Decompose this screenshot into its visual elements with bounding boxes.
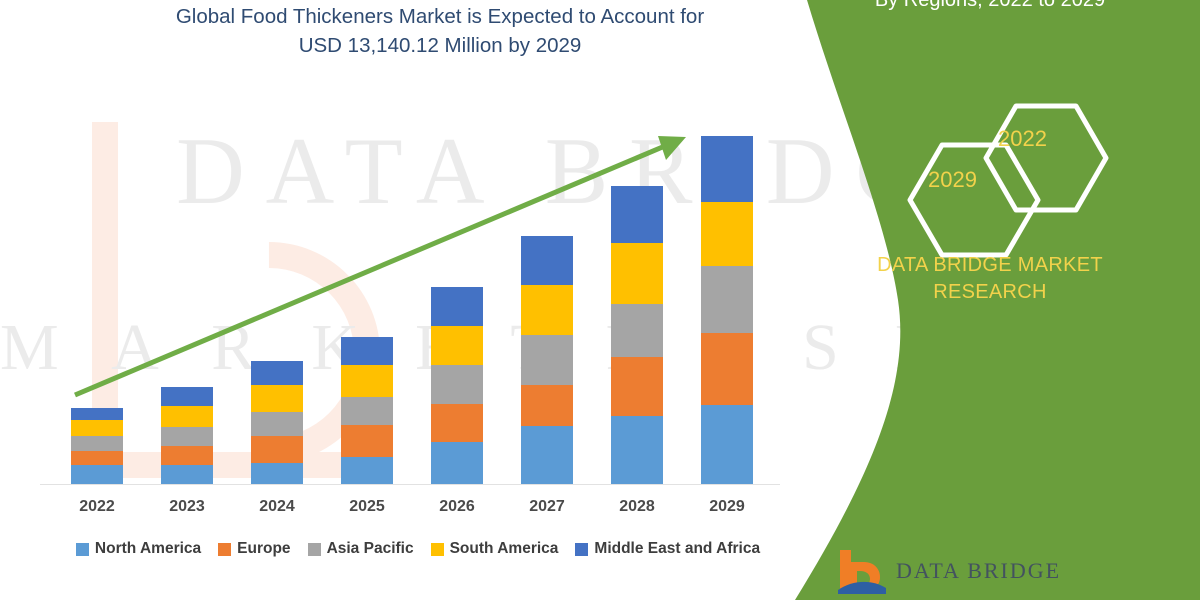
bar-segment — [431, 404, 483, 442]
bar-segment — [521, 235, 573, 285]
bar-segment — [701, 266, 753, 334]
legend-label: Europe — [237, 540, 291, 557]
bar-segment — [701, 201, 753, 267]
chart-title: Global Food Thickeners Market is Expecte… — [70, 2, 810, 60]
x-axis-label: 2028 — [619, 498, 655, 515]
databridge-logo-mark — [838, 550, 886, 594]
panel-title-line2: By Regions, 2022 to 2029 — [874, 0, 1106, 11]
x-axis-labels: 2022 2023 2024 2025 2026 2027 2028 2029 — [0, 498, 810, 522]
legend-swatch — [575, 542, 589, 556]
legend-item[interactable]: Middle East and Africa — [575, 540, 760, 558]
legend-label: North America — [94, 540, 202, 557]
bar-segment — [71, 450, 123, 466]
bar-group — [431, 287, 483, 484]
bar-group — [161, 386, 213, 484]
bar-segment — [341, 424, 393, 457]
legend-item[interactable]: Europe — [218, 540, 291, 558]
legend-swatch — [430, 542, 444, 556]
bar-segment — [521, 284, 573, 336]
bar-segment — [161, 465, 213, 484]
legend-label: South America — [449, 540, 559, 557]
brand-line1: DATA BRIDGE MARKET — [877, 254, 1103, 276]
bar-segment — [251, 462, 303, 484]
bar-segment — [611, 186, 663, 243]
right-green-panel: By Regions, 2022 to 2029 2029 2022 DATA … — [780, 0, 1200, 600]
bar-segment — [71, 408, 123, 421]
bar-segment — [701, 333, 753, 406]
legend-swatch — [307, 542, 321, 556]
bar-segment — [521, 426, 573, 484]
x-axis-label: 2024 — [259, 498, 295, 515]
bar-segment — [251, 436, 303, 463]
bar-segment — [521, 335, 573, 385]
bar-segment — [431, 325, 483, 366]
chart-title-line2: USD 13,140.12 Million by 2029 — [298, 34, 582, 57]
bar-segment — [701, 136, 753, 202]
databridge-logo: DATA BRIDGE — [838, 548, 1061, 594]
bar-segment — [161, 386, 213, 407]
bar-segment — [431, 441, 483, 484]
bar-segment — [251, 412, 303, 437]
x-axis-line — [40, 484, 780, 485]
bar-segment — [161, 406, 213, 428]
bar-segment — [341, 456, 393, 484]
bar-segment — [71, 420, 123, 436]
bar-segment — [341, 336, 393, 365]
legend-label: Asia Pacific — [326, 540, 414, 557]
bar-segment — [701, 405, 753, 484]
bar-segment — [521, 384, 573, 427]
legend-item[interactable]: North America — [75, 540, 202, 558]
bar-segment — [341, 364, 393, 397]
bar-segment — [611, 242, 663, 304]
bar-segment — [431, 287, 483, 326]
x-axis-label: 2022 — [79, 498, 115, 515]
x-axis-label: 2025 — [349, 498, 385, 515]
legend-item[interactable]: Asia Pacific — [307, 540, 414, 558]
x-axis-label: 2027 — [529, 498, 565, 515]
bar-segment — [611, 415, 663, 484]
bar-segment — [161, 427, 213, 446]
bar-segment — [431, 365, 483, 405]
bar-segment — [251, 361, 303, 386]
chart-legend: North America Europe Asia Pacific South Ame… — [48, 540, 788, 558]
bar-group — [251, 361, 303, 484]
legend-swatch — [218, 542, 232, 556]
x-axis-label: 2026 — [439, 498, 475, 515]
chart-area: Global Food Thickeners Market is Expecte… — [0, 2, 810, 522]
legend-item[interactable]: South America — [430, 540, 559, 558]
databridge-logo-text: DATA BRIDGE — [896, 558, 1062, 583]
bar-group — [71, 408, 123, 484]
bar-group — [701, 136, 753, 484]
brand-name: DATA BRIDGE MARKET RESEARCH — [820, 252, 1160, 306]
x-axis-label: 2023 — [169, 498, 205, 515]
x-axis-label: 2029 — [709, 498, 745, 515]
bar-group — [611, 186, 663, 484]
bar-segment — [611, 356, 663, 416]
bar-segment — [71, 465, 123, 484]
bar-group — [521, 235, 573, 484]
legend-label: Middle East and Africa — [594, 540, 761, 557]
brand-line2: RESEARCH — [933, 281, 1047, 303]
legend-swatch — [75, 542, 89, 556]
bar-segment — [161, 445, 213, 466]
chart-title-line1: Global Food Thickeners Market is Expecte… — [175, 5, 705, 28]
panel-title: By Regions, 2022 to 2029 — [780, 0, 1200, 14]
bar-segment — [71, 435, 123, 451]
bar-segment — [611, 303, 663, 357]
bar-segment — [341, 396, 393, 425]
bar-group — [341, 336, 393, 484]
bar-segment — [251, 385, 303, 412]
